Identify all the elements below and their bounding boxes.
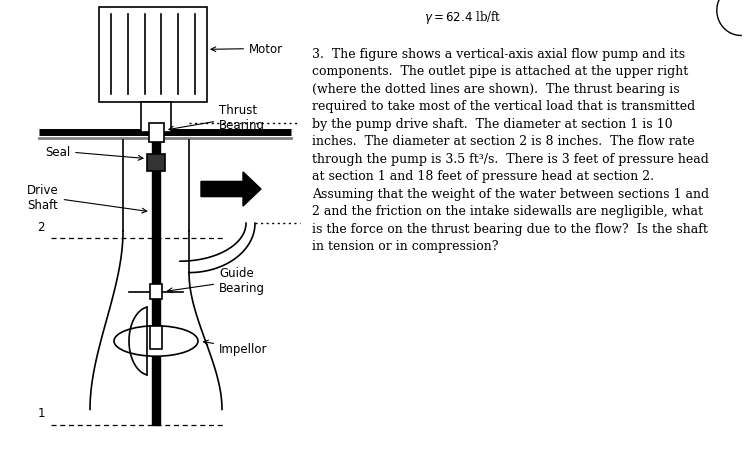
FancyArrow shape bbox=[201, 172, 261, 207]
Text: $\gamma = 62.4\ \mathregular{lb/ft}$: $\gamma = 62.4\ \mathregular{lb/ft}$ bbox=[424, 9, 501, 26]
Bar bbox=[147, 155, 165, 172]
Text: Thrust
Bearing: Thrust Bearing bbox=[169, 104, 265, 131]
Bar bbox=[150, 284, 162, 299]
Bar bbox=[99, 8, 207, 102]
Text: Impellor: Impellor bbox=[203, 340, 268, 355]
Text: Seal: Seal bbox=[45, 145, 143, 161]
Bar bbox=[148, 123, 164, 142]
Text: 1: 1 bbox=[38, 406, 45, 419]
Text: Motor: Motor bbox=[211, 43, 284, 56]
Text: 2: 2 bbox=[38, 220, 45, 233]
Ellipse shape bbox=[114, 326, 198, 356]
Bar bbox=[150, 326, 162, 349]
Bar bbox=[141, 102, 171, 133]
Text: Drive
Shaft: Drive Shaft bbox=[27, 183, 147, 213]
Text: Guide
Bearing: Guide Bearing bbox=[167, 267, 265, 294]
Text: 3.  The figure shows a vertical-axis axial flow pump and its
components.  The ou: 3. The figure shows a vertical-axis axia… bbox=[312, 48, 709, 253]
